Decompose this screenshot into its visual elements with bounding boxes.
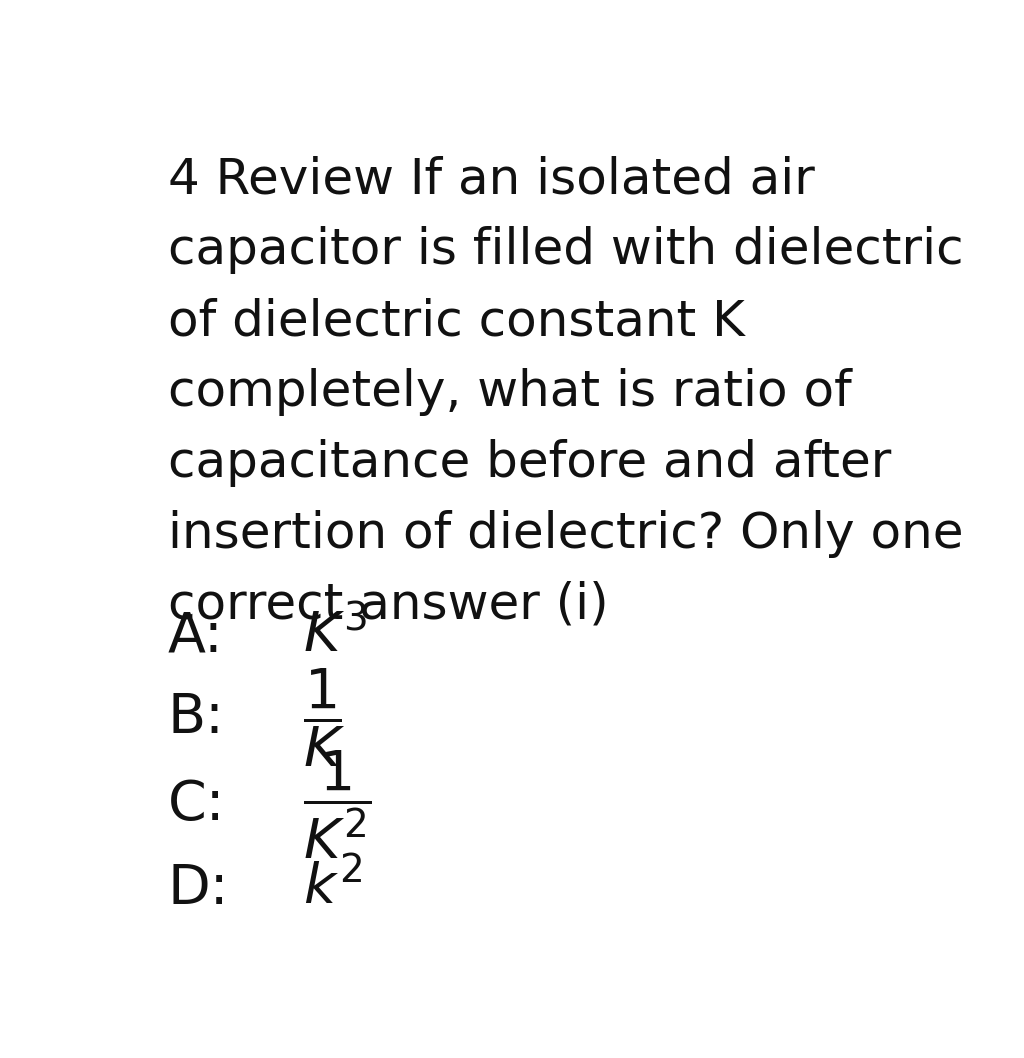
Text: B:: B: [168, 691, 224, 745]
Text: $\dfrac{1}{K}$: $\dfrac{1}{K}$ [303, 667, 345, 769]
Text: insertion of dielectric? Only one: insertion of dielectric? Only one [168, 510, 964, 558]
Text: correct answer (i): correct answer (i) [168, 581, 608, 628]
Text: capacitor is filled with dielectric: capacitor is filled with dielectric [168, 226, 964, 274]
Text: A:: A: [168, 609, 223, 663]
Text: $K^3$: $K^3$ [303, 608, 367, 663]
Text: of dielectric constant K: of dielectric constant K [168, 297, 744, 345]
Text: 4 Review If an isolated air: 4 Review If an isolated air [168, 156, 814, 203]
Text: capacitance before and after: capacitance before and after [168, 439, 891, 487]
Text: completely, what is ratio of: completely, what is ratio of [168, 368, 851, 416]
Text: $k^2$: $k^2$ [303, 861, 361, 916]
Text: D:: D: [168, 861, 229, 915]
Text: C:: C: [168, 778, 225, 832]
Text: $\dfrac{1}{K^2}$: $\dfrac{1}{K^2}$ [303, 749, 371, 861]
